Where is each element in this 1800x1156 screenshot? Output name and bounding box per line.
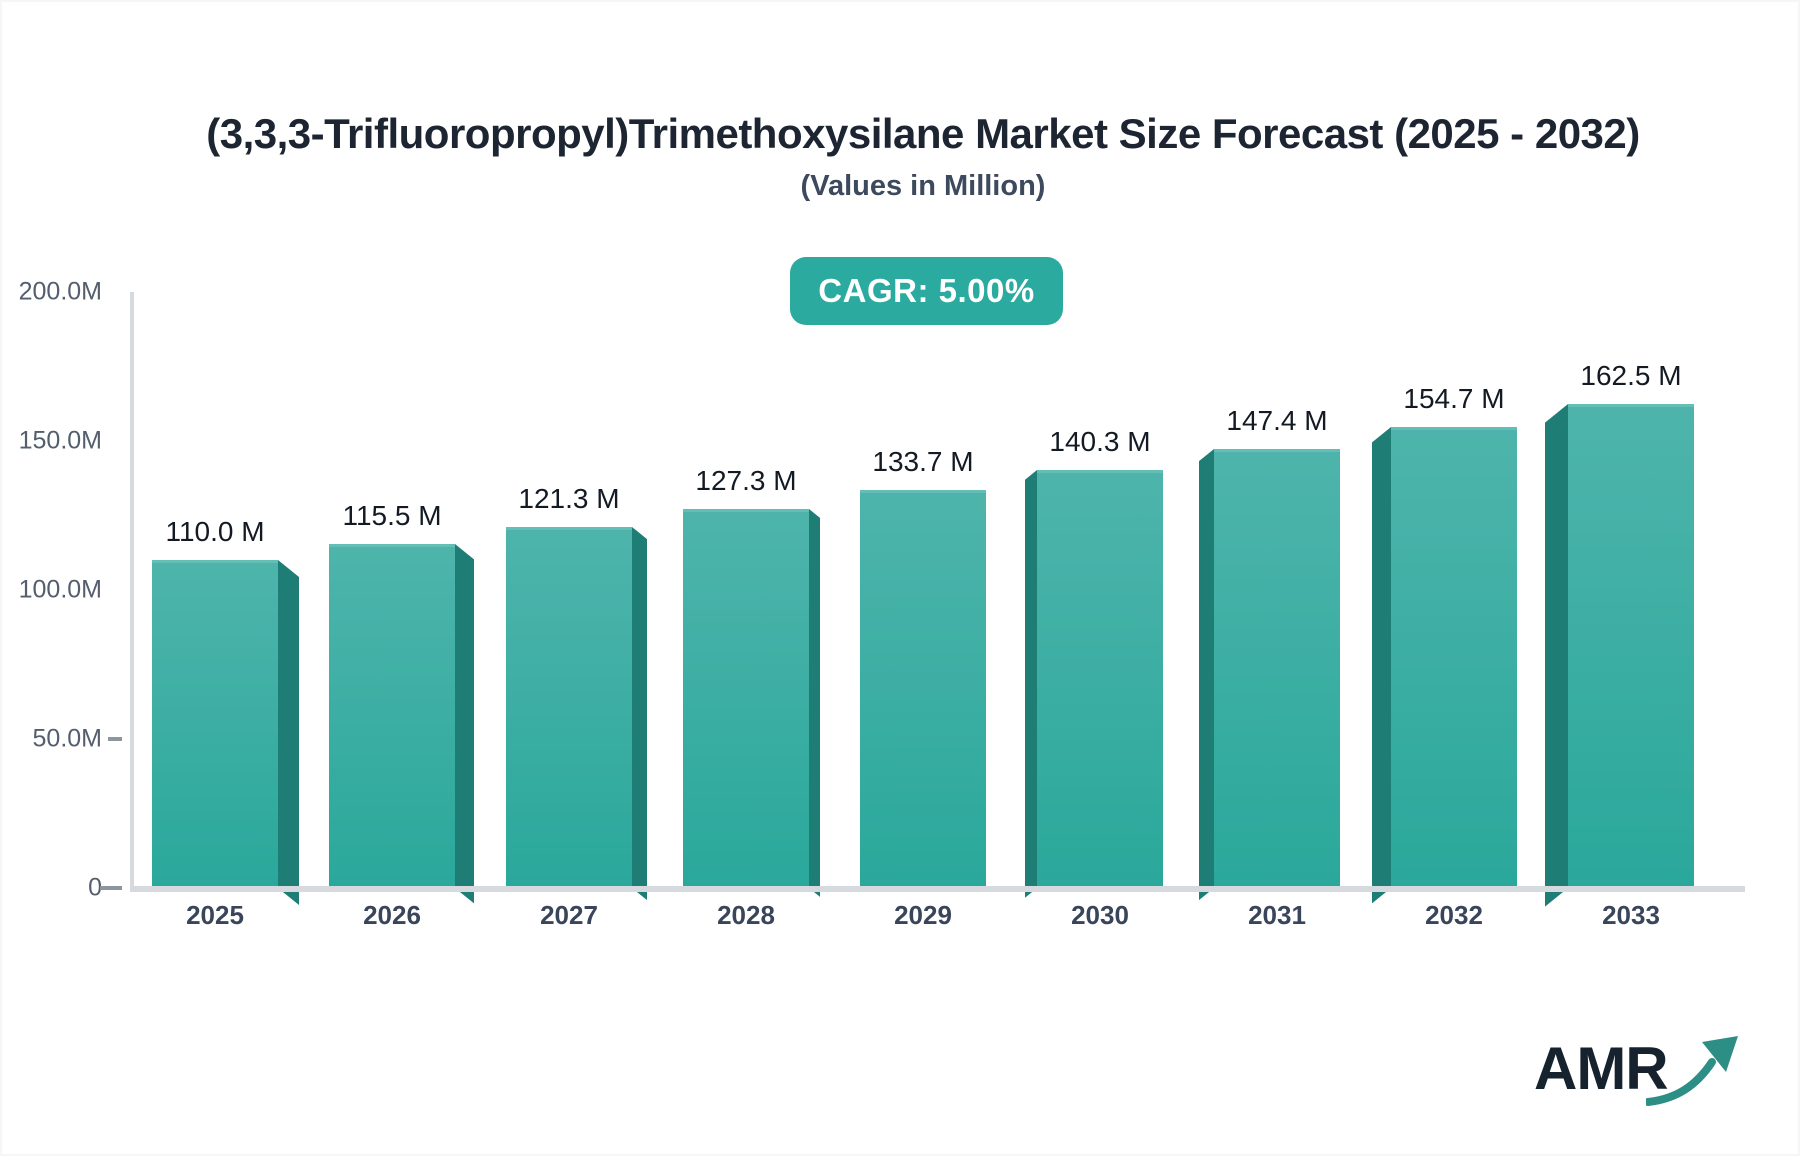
bar-side-face (809, 509, 820, 897)
x-axis-year-label: 2029 (894, 900, 952, 930)
amr-logo-text: AMR (1534, 1035, 1669, 1102)
bar-2028 (683, 509, 820, 897)
x-axis-year-label: 2031 (1248, 900, 1306, 930)
bar-2026 (329, 544, 474, 904)
bar-2025 (152, 560, 299, 906)
x-axis-line (130, 886, 1745, 892)
bar-front-face (152, 560, 278, 888)
bar-front-face (1568, 404, 1694, 888)
y-axis-tick (108, 737, 122, 741)
x-axis-year-label: 2025 (186, 900, 244, 930)
bar-value-label: 110.0 M (165, 516, 265, 547)
bar-front-face (329, 544, 455, 888)
page-subtitle: (Values in Million) (800, 170, 1046, 202)
bar-2030 (1025, 470, 1163, 898)
bar-front-face (683, 509, 809, 888)
cagr-badge: CAGR: 5.00% (790, 257, 1063, 325)
bar-value-label: 115.5 M (342, 500, 442, 531)
x-axis-year-label: 2026 (363, 900, 421, 930)
bar-front-face (1214, 449, 1340, 888)
bar-2032 (1372, 427, 1517, 904)
bar-2031 (1199, 449, 1340, 901)
bar-value-label: 127.3 M (695, 465, 797, 496)
amr-logo: AMR (1534, 1034, 1754, 1124)
bar-side-face (1545, 404, 1568, 907)
bar-front-face (1391, 427, 1517, 888)
bar-side-face (632, 527, 647, 901)
bar-side-face (1372, 427, 1391, 904)
bar-2027 (506, 527, 647, 901)
x-axis-year-label: 2032 (1425, 900, 1483, 930)
y-axis-label: 100.0M (18, 575, 102, 604)
y-axis-label: 150.0M (18, 426, 102, 455)
x-axis-year-label: 2033 (1602, 900, 1660, 930)
bar-2029 (860, 490, 986, 888)
bar-value-label: 147.4 M (1226, 405, 1328, 436)
bar-2033 (1545, 404, 1694, 907)
y-axis-line (130, 292, 134, 892)
bar-value-label: 121.3 M (518, 483, 620, 514)
x-axis-year-label: 2027 (540, 900, 598, 930)
bar-front-face (1037, 470, 1163, 888)
bar-side-face (278, 560, 299, 906)
y-axis-label: 50.0M (32, 724, 102, 753)
growth-arrow-icon (1646, 1036, 1738, 1106)
bar-value-label: 162.5 M (1580, 360, 1682, 391)
y-axis-tick (100, 886, 122, 890)
bar-side-face (455, 544, 474, 904)
bar-value-label: 140.3 M (1049, 426, 1151, 457)
bar-value-label: 133.7 M (872, 446, 974, 477)
bar-side-face (1025, 470, 1037, 898)
x-axis-year-label: 2030 (1071, 900, 1129, 930)
page-title: (3,3,3-Trifluoropropyl)Trimethoxysilane … (206, 110, 1640, 157)
y-axis-label: 200.0M (18, 277, 102, 306)
bar-front-face (860, 490, 986, 888)
bar-value-label: 154.7 M (1403, 383, 1505, 414)
bar-front-face (506, 527, 632, 888)
bar-side-face (1199, 449, 1214, 901)
x-axis-year-label: 2028 (717, 900, 775, 930)
y-axis-label: 0 (88, 873, 102, 902)
